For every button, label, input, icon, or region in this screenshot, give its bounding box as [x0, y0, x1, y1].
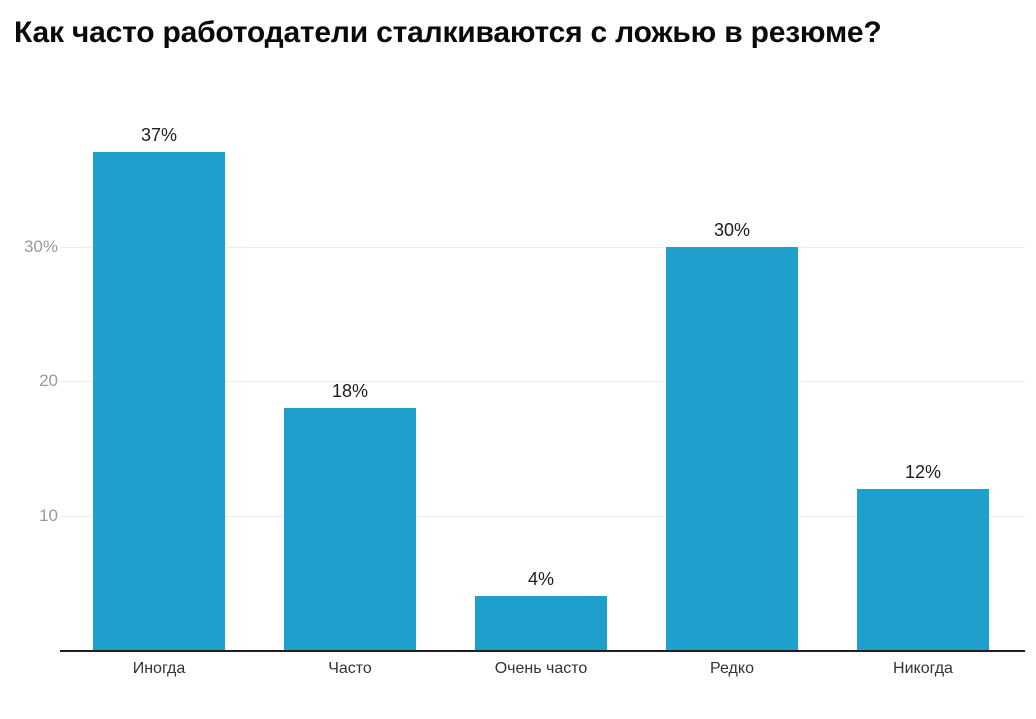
bar[interactable] — [284, 407, 416, 650]
chart-title: Как часто работодатели сталкиваются с ло… — [14, 16, 882, 49]
bar-group: 12% — [857, 0, 989, 650]
bar[interactable] — [857, 488, 989, 650]
bar-group: 30% — [666, 0, 798, 650]
plot-area: 37% 18% 4% 30% 12% — [60, 0, 1025, 650]
x-axis-category-label: Никогда — [893, 660, 953, 677]
y-axis-tick-label: 30% — [23, 236, 58, 256]
y-axis-tick-label: 20 — [39, 371, 58, 390]
bar-value-label: 12% — [904, 461, 942, 482]
gridline-10 — [60, 515, 1025, 517]
x-axis-category-label: Часто — [328, 660, 372, 677]
bar-group: 4% — [475, 0, 607, 650]
bar[interactable] — [93, 152, 225, 650]
bar-value-label: 4% — [527, 569, 554, 590]
bar[interactable] — [475, 596, 607, 650]
x-axis-category-label: Иногда — [132, 660, 186, 677]
x-axis-line — [60, 650, 1025, 652]
bar-value-label: 30% — [713, 219, 751, 240]
x-axis-category-label: Очень часто — [494, 660, 588, 677]
bar[interactable] — [666, 246, 798, 650]
bar-value-label: 37% — [140, 125, 178, 146]
y-axis: 10 20 30% — [0, 0, 58, 719]
gridline-30% — [60, 246, 1025, 248]
bar-group: 37% — [93, 0, 225, 650]
x-axis: Иногда Часто Очень часто Редко Никогда — [60, 660, 1025, 700]
y-axis-tick-label: 10 — [39, 505, 58, 525]
gridline-20 — [60, 381, 1025, 382]
x-axis-category-label: Редко — [710, 660, 754, 677]
bar-value-label: 18% — [331, 380, 369, 401]
bar-group: 18% — [284, 0, 416, 650]
